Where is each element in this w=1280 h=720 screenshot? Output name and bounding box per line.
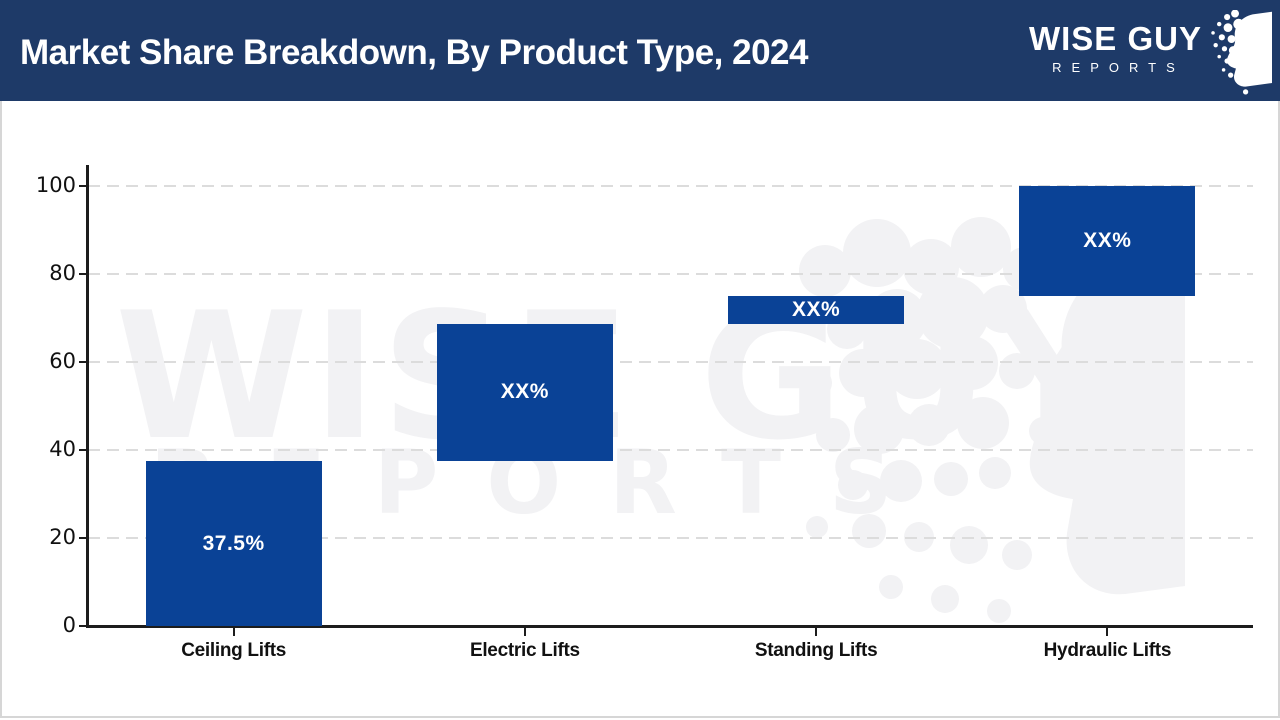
page-title: Market Share Breakdown, By Product Type,… xyxy=(20,33,808,72)
gridline-40 xyxy=(88,449,1253,451)
y-tick-100 xyxy=(79,185,88,187)
gridline-20 xyxy=(88,537,1253,539)
logo-face-icon xyxy=(1211,10,1272,95)
bar-hydraulic-lifts: XX% xyxy=(1019,186,1196,296)
x-tick-2 xyxy=(815,628,818,636)
x-category-label: Hydraulic Lifts xyxy=(1043,640,1172,661)
x-axis-line xyxy=(86,625,1253,628)
logo-wordmark: WISE GUY xyxy=(1028,20,1202,57)
y-tick-label-80: 80 xyxy=(49,261,76,285)
x-category-label: Ceiling Lifts xyxy=(181,640,287,661)
bar-value-label: XX% xyxy=(500,380,549,404)
y-tick-0 xyxy=(79,625,88,627)
bar-value-label: XX% xyxy=(792,297,841,321)
y-tick-label-40: 40 xyxy=(49,437,76,461)
y-tick-20 xyxy=(79,537,88,539)
gridline-60 xyxy=(88,361,1253,363)
y-tick-label-0: 0 xyxy=(62,613,76,637)
y-tick-label-100: 100 xyxy=(35,173,76,197)
y-tick-60 xyxy=(79,361,88,363)
y-tick-label-60: 60 xyxy=(49,349,76,373)
brand-logo: WISE GUY REPORTS xyxy=(1022,4,1272,98)
logo-text: WISE GUY REPORTS xyxy=(1029,20,1202,75)
x-tick-1 xyxy=(523,628,526,636)
bar-value-label: 37.5% xyxy=(202,531,265,555)
gridline-100 xyxy=(88,185,1253,187)
y-tick-80 xyxy=(79,273,88,275)
bar-electric-lifts: XX% xyxy=(436,323,613,461)
chart-area: WISE GUY REPORTS xyxy=(0,101,1280,720)
y-tick-label-20: 20 xyxy=(49,525,76,549)
bar-standing-lifts: XX% xyxy=(728,296,905,324)
gridline-80 xyxy=(88,273,1253,275)
bar-value-label: XX% xyxy=(1083,229,1132,252)
x-tick-3 xyxy=(1106,628,1109,636)
y-tick-40 xyxy=(79,449,88,451)
logo-subtitle: REPORTS xyxy=(1052,60,1185,75)
header-bar: Market Share Breakdown, By Product Type,… xyxy=(0,0,1280,101)
y-axis-line xyxy=(86,165,89,628)
x-tick-0 xyxy=(232,628,235,636)
x-category-label: Standing Lifts xyxy=(754,640,878,661)
x-category-label: Electric Lifts xyxy=(469,640,580,661)
bar-ceiling-lifts: 37.5% xyxy=(145,461,322,626)
